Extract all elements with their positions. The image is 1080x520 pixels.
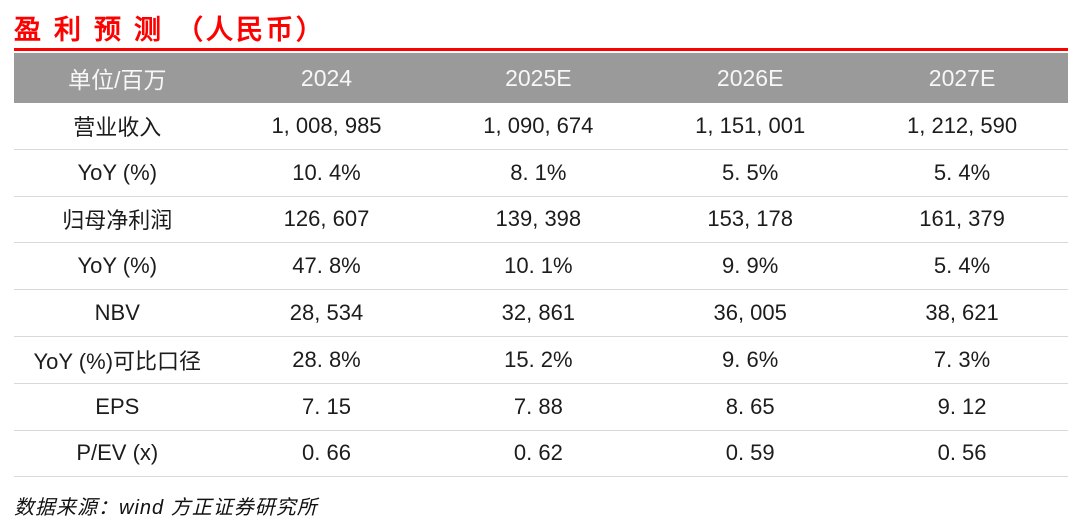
table-row-net-profit-yoy: YoY (%) 47. 8% 10. 1% 9. 9% 5. 4%	[14, 242, 1068, 291]
cell-value: 7. 88	[432, 383, 645, 431]
data-source-note: 数据来源：wind 方正证券研究所	[14, 497, 318, 520]
cell-value: 0. 62	[432, 430, 645, 478]
profit-forecast-table: 单位/百万 2024 2025E 2026E 2027E 营业收入 1, 008…	[14, 53, 1068, 478]
cell-value: 8. 1%	[432, 149, 645, 197]
page-title: 盈利预测	[14, 15, 174, 45]
cell-value: 8. 65	[644, 383, 857, 431]
cell-value: 7. 15	[220, 383, 433, 431]
column-header-2024: 2024	[220, 53, 433, 103]
cell-value: 9. 6%	[644, 336, 857, 384]
cell-value: 5. 5%	[644, 149, 857, 197]
row-label: NBV	[14, 289, 221, 337]
table-row-nbv: NBV 28, 534 32, 861 36, 005 38, 621	[14, 289, 1068, 337]
cell-value: 10. 4%	[220, 149, 433, 197]
cell-value: 28. 8%	[220, 336, 433, 384]
row-label: 营业收入	[14, 103, 221, 150]
title-underline-rule	[14, 48, 1068, 51]
section-title-row: 盈利预测 （人民币）	[14, 4, 1068, 46]
row-label: P/EV (x)	[14, 430, 221, 478]
row-label: EPS	[14, 383, 221, 431]
header-row: 单位/百万 2024 2025E 2026E 2027E	[14, 53, 1068, 103]
column-header-2027e: 2027E	[856, 53, 1068, 103]
row-label: 归母净利润	[14, 196, 221, 244]
table-header: 单位/百万 2024 2025E 2026E 2027E	[14, 53, 1068, 103]
cell-value: 1, 212, 590	[856, 103, 1068, 150]
row-label: YoY (%)可比口径	[14, 336, 221, 384]
table-row-revenue-yoy: YoY (%) 10. 4% 8. 1% 5. 5% 5. 4%	[14, 149, 1068, 197]
cell-value: 15. 2%	[432, 336, 645, 384]
cell-value: 28, 534	[220, 289, 433, 337]
cell-value: 0. 59	[644, 430, 857, 478]
rule-gap	[14, 51, 1068, 53]
cell-value: 9. 9%	[644, 242, 857, 291]
cell-value: 36, 005	[644, 289, 857, 337]
cell-value: 0. 56	[856, 430, 1068, 478]
column-header-unit: 单位/百万	[14, 53, 221, 103]
cell-value: 38, 621	[856, 289, 1068, 337]
cell-value: 126, 607	[220, 196, 433, 244]
cell-value: 139, 398	[432, 196, 645, 244]
table-row-pev: P/EV (x) 0. 66 0. 62 0. 59 0. 56	[14, 430, 1068, 478]
cell-value: 9. 12	[856, 383, 1068, 431]
cell-value: 1, 151, 001	[644, 103, 857, 150]
row-label: YoY (%)	[14, 242, 221, 291]
table-row-nbv-yoy-comparable: YoY (%)可比口径 28. 8% 15. 2% 9. 6% 7. 3%	[14, 336, 1068, 384]
column-header-2026e: 2026E	[644, 53, 857, 103]
cell-value: 161, 379	[856, 196, 1068, 244]
cell-value: 10. 1%	[432, 242, 645, 291]
table-row-eps: EPS 7. 15 7. 88 8. 65 9. 12	[14, 383, 1068, 431]
row-label: YoY (%)	[14, 149, 221, 197]
currency-unit-label: （人民币）	[176, 15, 326, 45]
table-row-net-profit: 归母净利润 126, 607 139, 398 153, 178 161, 37…	[14, 196, 1068, 244]
cell-value: 5. 4%	[856, 149, 1068, 197]
cell-value: 1, 008, 985	[220, 103, 433, 150]
cell-value: 7. 3%	[856, 336, 1068, 384]
table-row-revenue: 营业收入 1, 008, 985 1, 090, 674 1, 151, 001…	[14, 103, 1068, 150]
cell-value: 1, 090, 674	[432, 103, 645, 150]
column-header-2025e: 2025E	[432, 53, 645, 103]
cell-value: 32, 861	[432, 289, 645, 337]
cell-value: 5. 4%	[856, 242, 1068, 291]
cell-value: 0. 66	[220, 430, 433, 478]
table-body: 营业收入 1, 008, 985 1, 090, 674 1, 151, 001…	[14, 103, 1068, 478]
cell-value: 153, 178	[644, 196, 857, 244]
cell-value: 47. 8%	[220, 242, 433, 291]
